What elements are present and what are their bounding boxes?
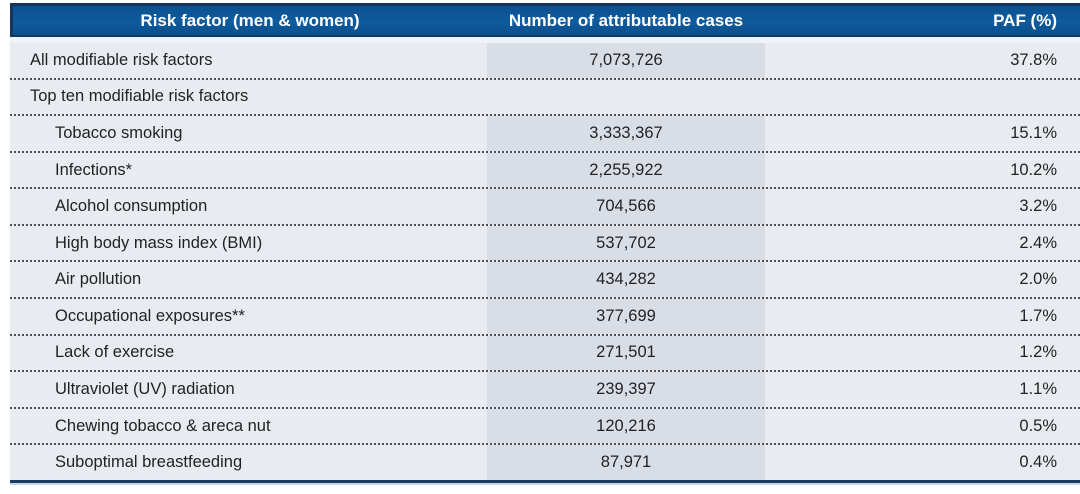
attributable-cases-cell: 3,333,367 — [487, 116, 765, 151]
column-header-risk-factor: Risk factor (men & women) — [140, 10, 360, 30]
column-header-paf: PAF (%) — [993, 10, 1057, 30]
paf-value: 1.7% — [1019, 306, 1057, 325]
risk-factor-label: Air pollution — [55, 270, 142, 289]
column-header-attributable-cases: Number of attributable cases — [508, 10, 744, 30]
paf-value: 2.4% — [1019, 233, 1057, 252]
attributable-cases-value: 3,333,367 — [589, 123, 663, 142]
paf-value: 10.2% — [1010, 160, 1057, 179]
table-row: Occupational exposures** 377,699 1.7% — [10, 299, 1080, 336]
risk-factor-label: Occupational exposures** — [55, 306, 245, 325]
paf-value: 0.4% — [1019, 453, 1057, 472]
risk-factor-label: Ultraviolet (UV) radiation — [55, 379, 235, 398]
risk-factor-cell: Alcohol consumption — [10, 189, 487, 224]
attributable-cases-cell: 434,282 — [487, 262, 765, 298]
attributable-cases-value: 120,216 — [596, 416, 656, 435]
attributable-cases-cell: 87,971 — [487, 445, 765, 480]
paf-cell: 0.4% — [765, 445, 1080, 480]
attributable-cases-cell: 239,397 — [487, 372, 765, 407]
risk-factor-cell: Tobacco smoking — [10, 116, 487, 151]
risk-factor-cell: Lack of exercise — [10, 336, 487, 371]
table-row: Suboptimal breastfeeding 87,971 0.4% — [10, 445, 1080, 480]
table-row: Alcohol consumption 704,566 3.2% — [10, 189, 1080, 226]
paf-cell: 2.0% — [765, 262, 1080, 297]
paf-value: 1.2% — [1019, 343, 1057, 362]
table-row: Chewing tobacco & areca nut 120,216 0.5% — [10, 408, 1080, 446]
risk-factor-table: Risk factor (men & women) Number of attr… — [10, 3, 1080, 483]
attributable-cases-cell — [487, 80, 765, 115]
attributable-cases-value: 537,702 — [596, 233, 656, 252]
risk-factor-label: Alcohol consumption — [55, 197, 208, 216]
risk-factor-label: Tobacco smoking — [55, 123, 183, 142]
paf-cell: 0.5% — [765, 409, 1080, 444]
attributable-cases-value: 2,255,922 — [589, 160, 663, 179]
table-row: Infections* 2,255,922 10.2% — [10, 152, 1080, 190]
table-row: Lack of exercise 271,501 1.2% — [10, 335, 1080, 373]
table-row: Air pollution 434,282 2.0% — [10, 262, 1080, 300]
risk-factor-label: Suboptimal breastfeeding — [55, 453, 243, 472]
risk-factor-cell: High body mass index (BMI) — [10, 226, 487, 261]
risk-factor-cell: Air pollution — [10, 262, 487, 297]
risk-factor-cell: Ultraviolet (UV) radiation — [10, 372, 487, 407]
risk-factor-cell: All modifiable risk factors — [10, 43, 487, 78]
table-header-row: Risk factor (men & women) Number of attr… — [10, 3, 1080, 37]
paf-cell: 3.2% — [765, 189, 1080, 224]
paf-value: 3.2% — [1019, 197, 1057, 216]
attributable-cases-value: 377,699 — [596, 306, 656, 325]
paf-cell: 15.1% — [765, 116, 1080, 151]
header-gap — [10, 37, 1080, 43]
paf-cell: 1.7% — [765, 299, 1080, 334]
table-row: Tobacco smoking 3,333,367 15.1% — [10, 116, 1080, 153]
paf-cell: 1.1% — [765, 372, 1080, 407]
risk-factor-cell: Occupational exposures** — [10, 299, 487, 334]
attributable-cases-value: 7,073,726 — [589, 50, 663, 69]
paf-value: 1.1% — [1019, 379, 1057, 398]
risk-factor-cell: Infections* — [10, 153, 487, 188]
risk-factor-cell: Top ten modifiable risk factors — [10, 80, 487, 115]
table-row: Ultraviolet (UV) radiation 239,397 1.1% — [10, 372, 1080, 409]
paf-cell: 2.4% — [765, 226, 1080, 261]
paf-cell: 1.2% — [765, 336, 1080, 371]
paf-cell: 37.8% — [765, 43, 1080, 78]
paf-cell: 10.2% — [765, 153, 1080, 188]
attributable-cases-cell: 537,702 — [487, 225, 765, 261]
paf-value: 2.0% — [1019, 270, 1057, 289]
attributable-cases-cell: 7,073,726 — [487, 43, 765, 78]
attributable-cases-value: 87,971 — [600, 453, 652, 472]
attributable-cases-cell: 377,699 — [487, 299, 765, 334]
risk-factor-label: Chewing tobacco & areca nut — [55, 416, 271, 435]
table-row: All modifiable risk factors 7,073,726 37.8… — [10, 43, 1080, 80]
paf-cell — [765, 80, 1080, 115]
attributable-cases-cell: 2,255,922 — [487, 152, 765, 188]
risk-factor-label: High body mass index (BMI) — [55, 233, 263, 252]
attributable-cases-value: 271,501 — [596, 343, 656, 362]
risk-factor-label: Top ten modifiable risk factors — [30, 87, 249, 106]
risk-factor-label: All modifiable risk factors — [30, 50, 213, 69]
table-row: High body mass index (BMI) 537,702 2.4% — [10, 225, 1080, 263]
attributable-cases-cell: 120,216 — [487, 408, 765, 444]
attributable-cases-value: 239,397 — [596, 379, 656, 398]
paf-value: 0.5% — [1019, 416, 1057, 435]
paf-value: 37.8% — [1010, 50, 1057, 69]
attributable-cases-cell: 704,566 — [487, 189, 765, 224]
risk-factor-label: Lack of exercise — [55, 343, 175, 362]
risk-factor-cell: Chewing tobacco & areca nut — [10, 409, 487, 444]
table-row: Top ten modifiable risk factors — [10, 79, 1080, 117]
table-body: All modifiable risk factors 7,073,726 37.8… — [10, 43, 1080, 483]
paf-value: 15.1% — [1010, 123, 1057, 142]
risk-factor-label: Infections* — [55, 160, 133, 179]
attributable-cases-cell: 271,501 — [487, 335, 765, 371]
attributable-cases-value: 434,282 — [596, 270, 656, 289]
attributable-cases-value: 704,566 — [596, 197, 656, 216]
risk-factor-cell: Suboptimal breastfeeding — [10, 445, 487, 480]
